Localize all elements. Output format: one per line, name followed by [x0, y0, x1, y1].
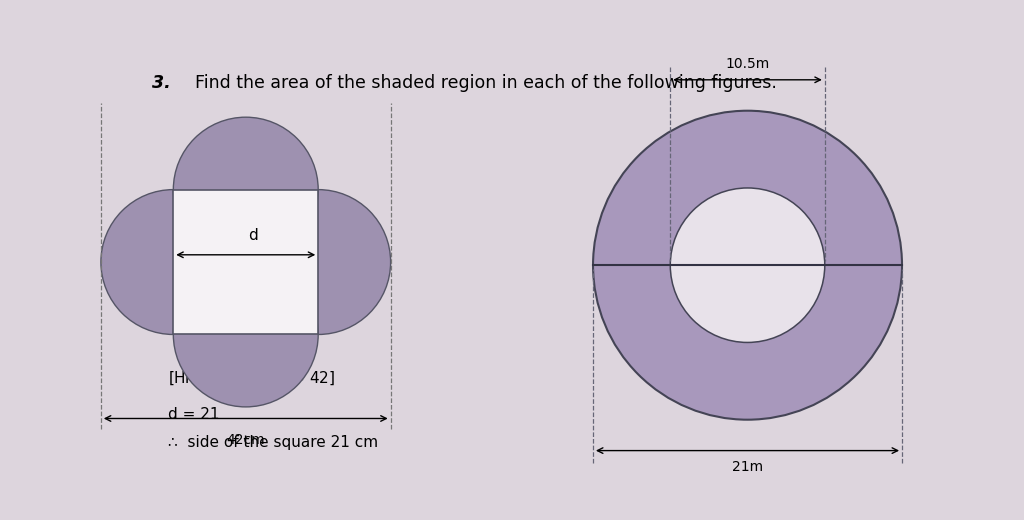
Wedge shape — [671, 188, 824, 265]
Text: 21m: 21m — [732, 460, 763, 474]
Circle shape — [593, 111, 902, 420]
Text: [Hint: $\frac{d}{2}$ + d + $\frac{d}{2}$ = 42]: [Hint: $\frac{d}{2}$ + d + $\frac{d}{2}$… — [168, 367, 335, 392]
Wedge shape — [671, 265, 824, 343]
Text: d = 21: d = 21 — [168, 407, 219, 422]
Text: 42cm: 42cm — [226, 433, 265, 447]
Text: 10.5m: 10.5m — [725, 57, 770, 71]
Text: ∴  side of the square 21 cm: ∴ side of the square 21 cm — [168, 435, 378, 450]
Text: d: d — [248, 228, 258, 243]
Text: 3.: 3. — [152, 74, 171, 93]
Circle shape — [246, 190, 390, 334]
Circle shape — [173, 117, 318, 262]
Circle shape — [173, 262, 318, 407]
Bar — [173, 190, 318, 334]
Text: Find the area of the shaded region in each of the following figures.: Find the area of the shaded region in ea… — [196, 74, 777, 93]
Circle shape — [101, 190, 246, 334]
